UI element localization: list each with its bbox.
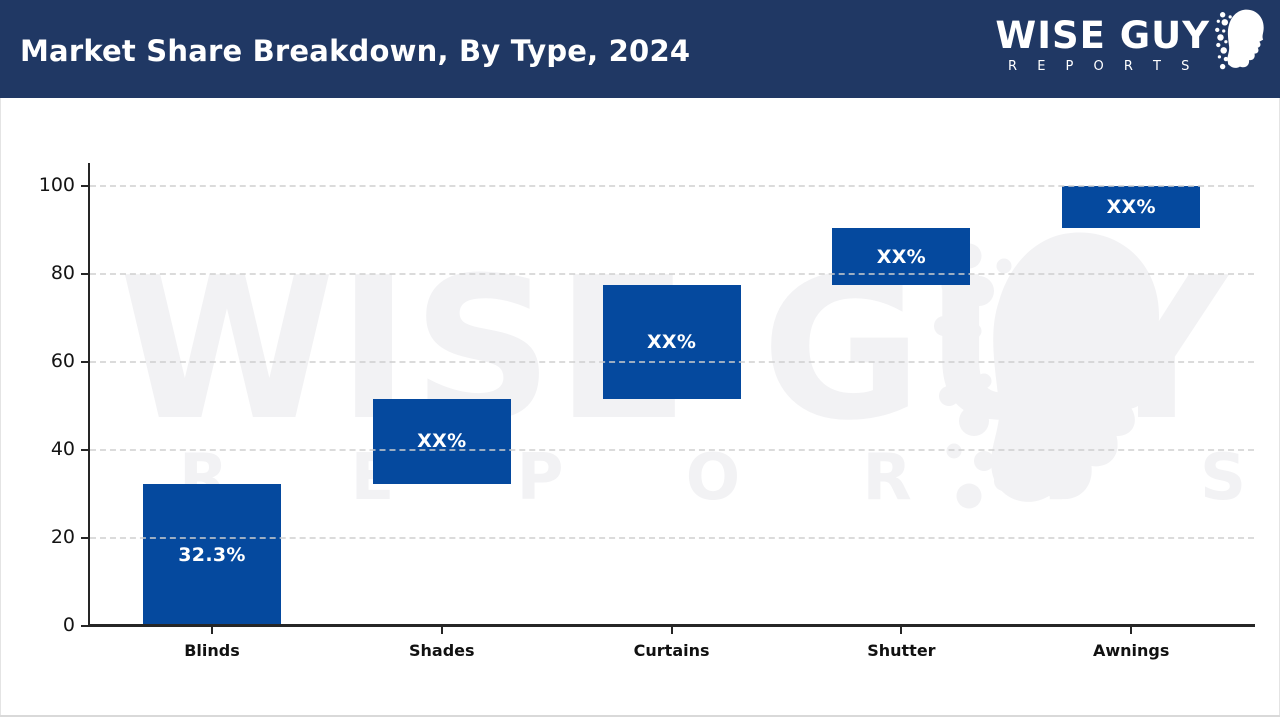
y-tick-mark xyxy=(81,185,88,187)
y-tick-label: 20 xyxy=(50,526,75,548)
bar-shades: XX% xyxy=(372,398,511,484)
x-tick-label-blinds: Blinds xyxy=(184,641,240,660)
logo-text: WISE GUY R E P O R T S xyxy=(995,14,1210,75)
bar-value-label: 32.3% xyxy=(178,543,246,566)
bar-shutter: XX% xyxy=(832,228,971,285)
bottom-border-rule xyxy=(0,715,1280,717)
logo-name: WISE GUY xyxy=(995,14,1210,57)
y-tick-label: 80 xyxy=(50,262,75,284)
bar-value-label: XX% xyxy=(646,330,697,353)
header-bar: Market Share Breakdown, By Type, 2024 WI… xyxy=(0,0,1280,98)
gridline-y60 xyxy=(90,361,1254,363)
y-tick-label: 100 xyxy=(38,174,75,196)
gridline-y100 xyxy=(90,185,1254,187)
logo-tagline: R E P O R T S xyxy=(1008,59,1198,74)
bar-curtains: XX% xyxy=(602,285,741,399)
gridline-y20 xyxy=(90,537,1254,539)
y-tick-mark xyxy=(81,361,88,363)
x-tick-label-awnings: Awnings xyxy=(1092,641,1170,660)
plot-area: WISE GUY R E P O R T S 32.3%XX%XX%XX%XX%… xyxy=(0,98,1280,715)
y-tick-mark xyxy=(81,625,88,627)
bar-blinds: 32.3% xyxy=(143,483,281,626)
gridline-y40 xyxy=(90,449,1254,451)
y-tick-mark xyxy=(81,537,88,539)
y-tick-mark xyxy=(81,449,88,451)
y-tick-label: 40 xyxy=(50,438,75,460)
y-tick-label: 0 xyxy=(62,614,75,636)
gridline-y80 xyxy=(90,273,1254,275)
y-axis-spine xyxy=(88,163,90,627)
x-tick-mark xyxy=(900,627,903,634)
wiseguy-logo: WISE GUY R E P O R T S xyxy=(995,7,1268,83)
bar-value-label: XX% xyxy=(876,245,927,268)
x-tick-label-shutter: Shutter xyxy=(867,641,936,660)
y-tick-mark xyxy=(81,273,88,275)
y-tick-label: 60 xyxy=(50,350,75,372)
bar-awnings: XX% xyxy=(1062,186,1201,229)
x-tick-mark xyxy=(211,627,213,634)
x-tick-label-shades: Shades xyxy=(409,641,475,660)
x-tick-mark xyxy=(670,627,673,634)
x-axis-spine xyxy=(88,624,1255,627)
logo-face-icon xyxy=(1214,7,1268,83)
bar-value-label: XX% xyxy=(417,430,467,453)
chart-title: Market Share Breakdown, By Type, 2024 xyxy=(20,34,691,68)
x-tick-mark xyxy=(440,627,443,634)
x-tick-label-curtains: Curtains xyxy=(633,641,710,660)
bar-value-label: XX% xyxy=(1106,196,1156,219)
x-tick-mark xyxy=(1130,627,1133,634)
